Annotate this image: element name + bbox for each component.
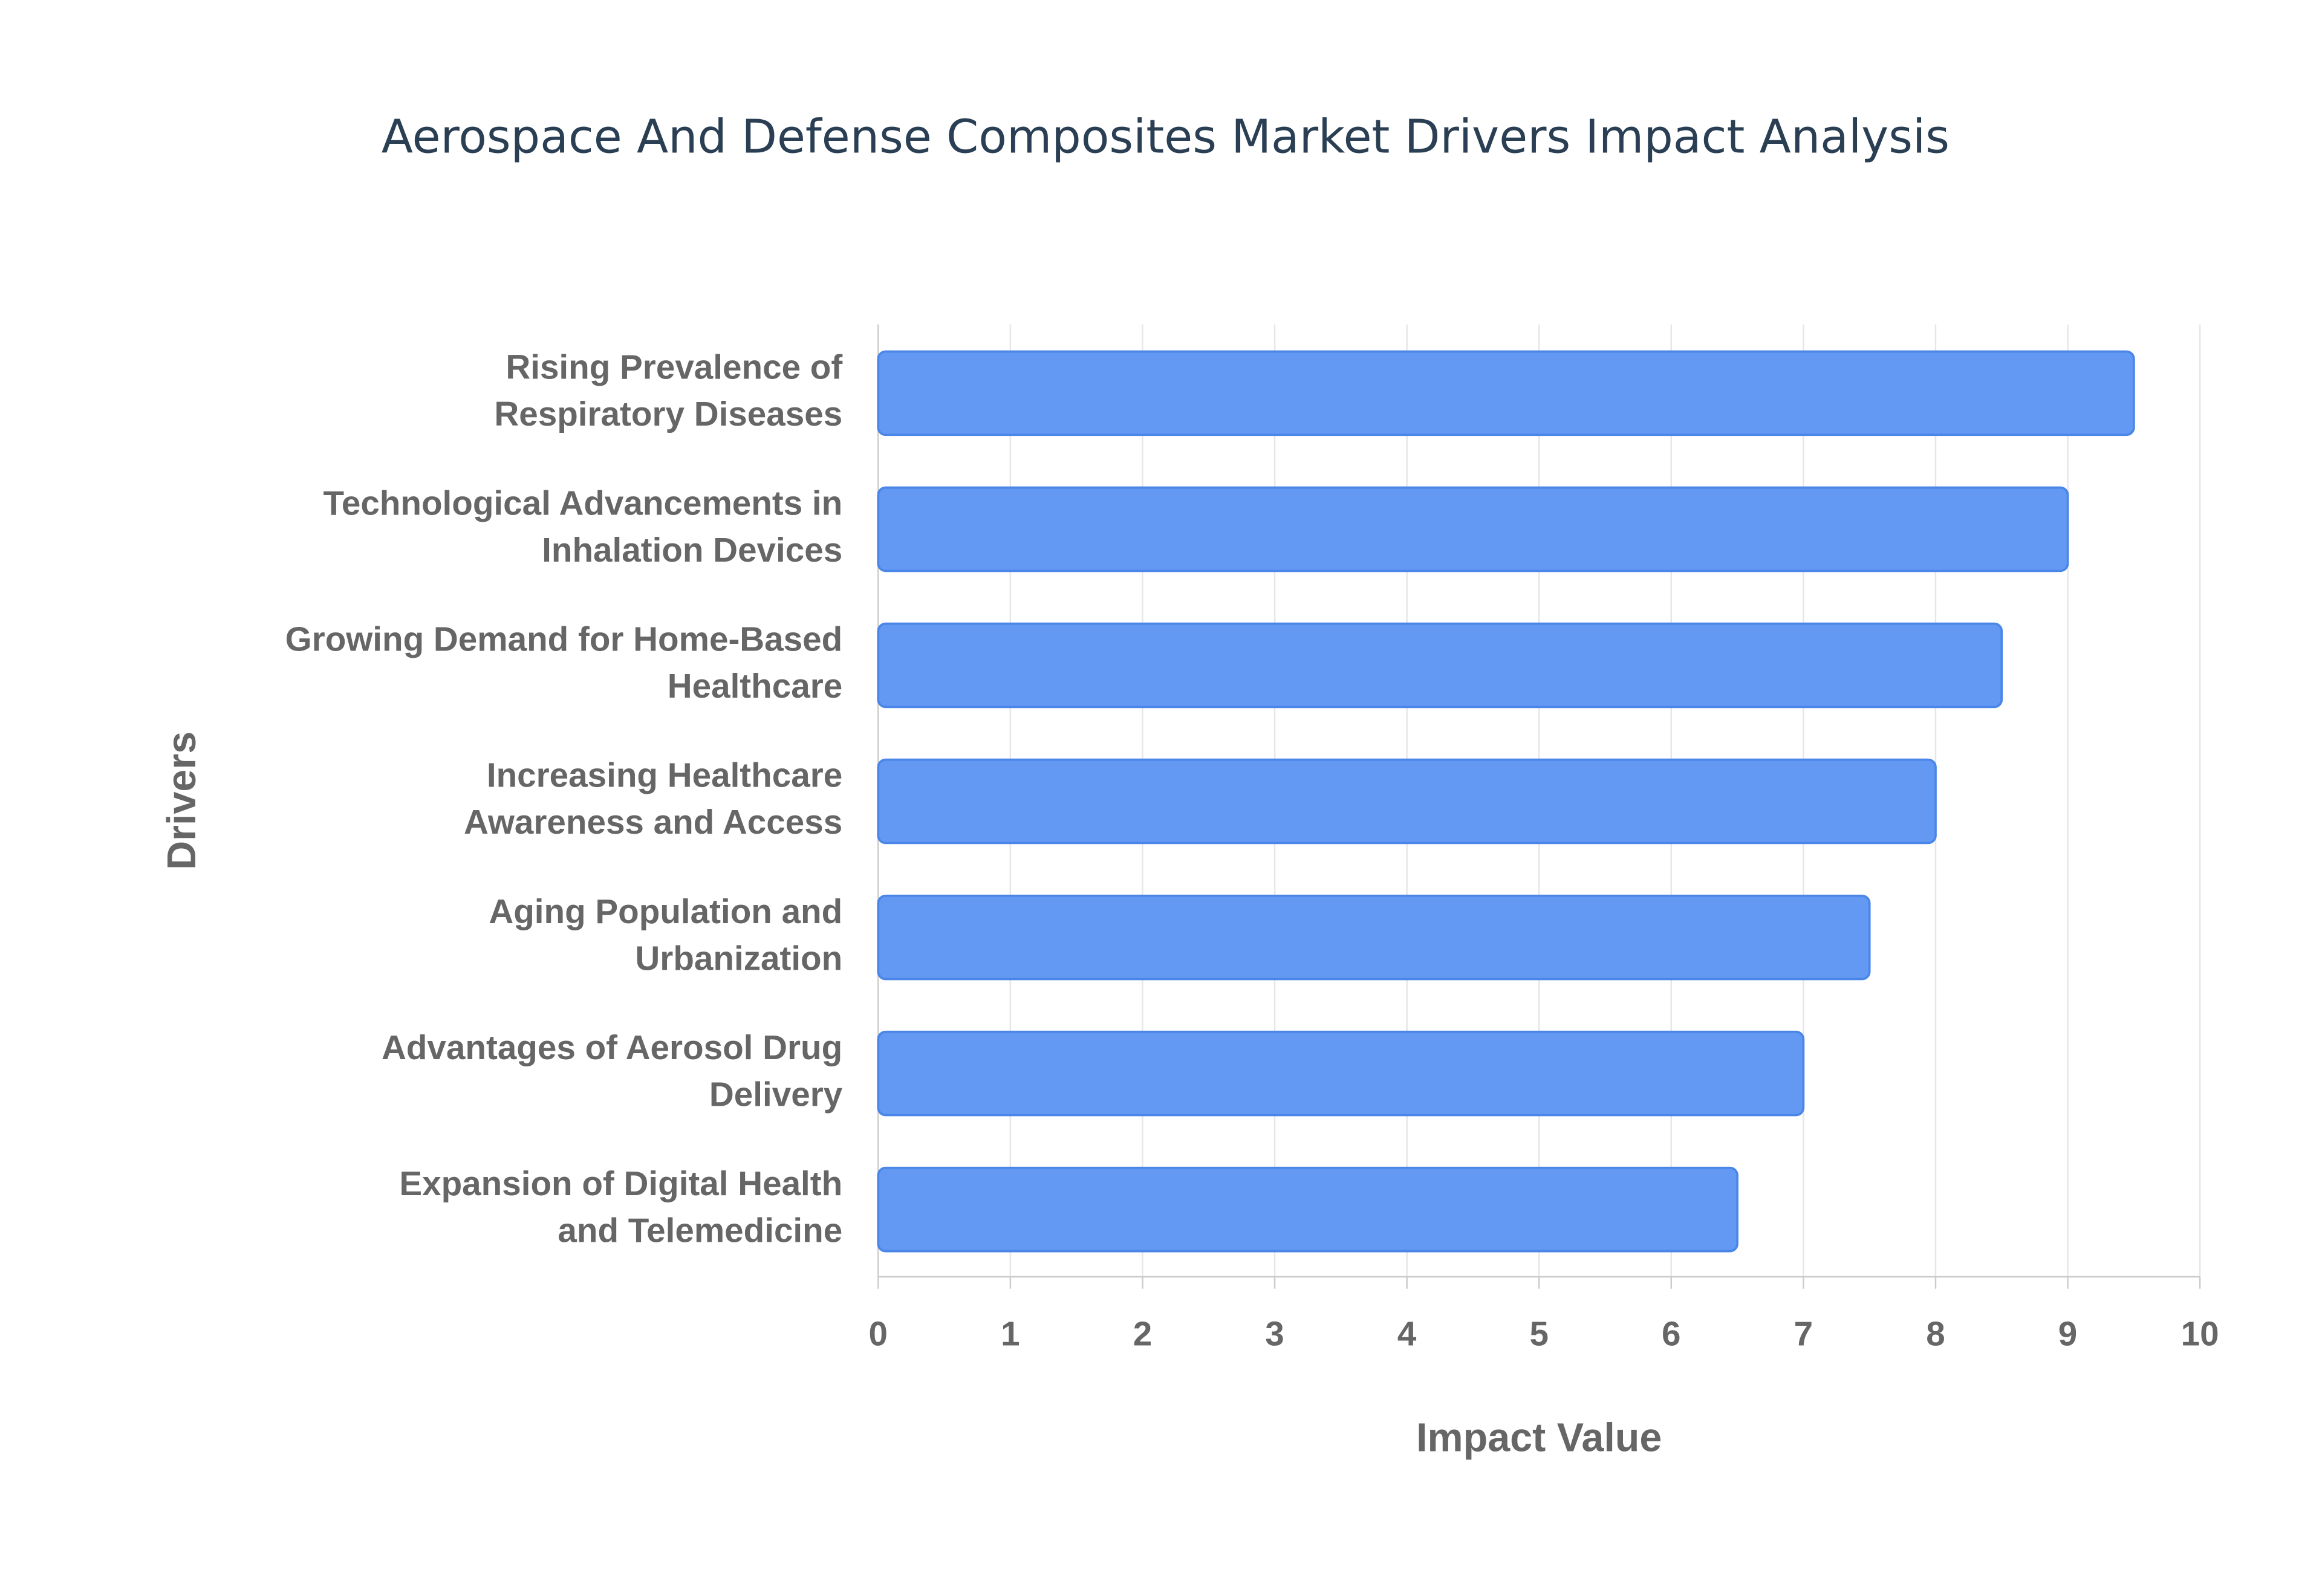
x-tick-label: 4	[1397, 1314, 1417, 1352]
x-tick-label: 5	[1529, 1314, 1548, 1352]
y-tick-label: Growing Demand for Home-Based	[285, 620, 843, 658]
y-tick-label: Technological Advancements in	[323, 484, 842, 522]
x-tick-label: 8	[1926, 1314, 1945, 1352]
x-tick-label: 2	[1133, 1314, 1152, 1352]
y-tick-label: Healthcare	[668, 667, 843, 705]
y-tick-label: Inhalation Devices	[542, 531, 842, 569]
bar	[877, 894, 1871, 981]
y-tick-label: Expansion of Digital Health	[399, 1164, 842, 1202]
x-tick-label: 6	[1662, 1314, 1680, 1352]
y-axis-title: Drivers	[160, 731, 204, 870]
bar	[877, 1166, 1738, 1253]
y-tick-label: and Telemedicine	[558, 1211, 842, 1249]
y-tick-label: Advantages of Aerosol Drug	[382, 1028, 842, 1066]
chart-title: Aerospace And Defense Composites Market …	[382, 109, 1950, 163]
y-tick-label: Aging Population and	[489, 892, 842, 930]
x-tick-label: 1	[1001, 1314, 1020, 1352]
x-axis-title: Impact Value	[1416, 1415, 1662, 1460]
y-tick-label: Delivery	[709, 1075, 843, 1113]
bar	[877, 486, 2069, 573]
y-tick-label: Increasing Healthcare	[487, 756, 842, 794]
bar	[877, 350, 2135, 436]
bar	[877, 1030, 1805, 1117]
bar	[877, 622, 2003, 709]
y-tick-label: Urbanization	[635, 939, 842, 977]
bar	[877, 758, 1937, 845]
x-tick-label: 9	[2058, 1314, 2077, 1352]
x-tick-label: 3	[1265, 1314, 1284, 1352]
y-tick-label: Respiratory Diseases	[494, 395, 842, 433]
x-tick-label: 10	[2181, 1314, 2219, 1352]
x-tick-label: 7	[1794, 1314, 1813, 1352]
x-tick-label: 0	[869, 1314, 888, 1352]
y-tick-label: Awareness and Access	[464, 803, 842, 841]
y-tick-label: Rising Prevalence of	[506, 348, 842, 386]
